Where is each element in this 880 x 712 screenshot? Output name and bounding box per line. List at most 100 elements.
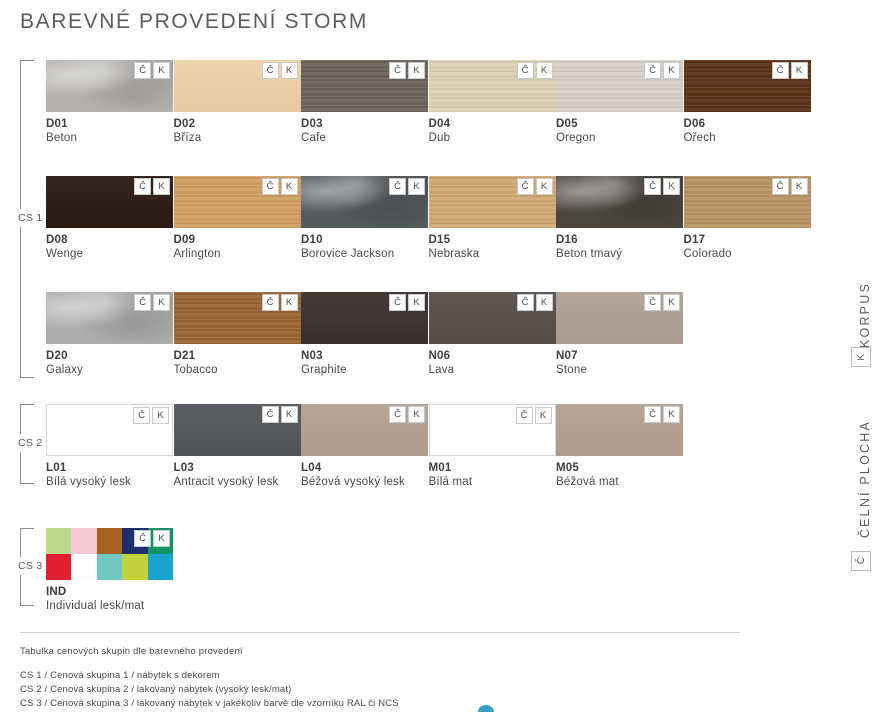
swatch-cell-l01[interactable]: Č K L01 Bílá vysoký lesk bbox=[46, 404, 173, 488]
swatch-cell-m01[interactable]: Č K M01 Bílá mat bbox=[428, 404, 556, 488]
swatch-cell-d20[interactable]: Č K D20 Galaxy bbox=[46, 292, 173, 376]
swatch-cell-d17[interactable]: Č K D17 Colorado bbox=[683, 176, 811, 260]
swatch-cell-l04[interactable]: Č K L04 Béžová vysoký lesk bbox=[301, 404, 428, 488]
badge-carcass-icon[interactable]: K bbox=[790, 62, 808, 79]
swatch-cell-d09[interactable]: Č K D09 Arlington bbox=[173, 176, 301, 260]
badge-carcass-icon[interactable]: K bbox=[535, 294, 553, 311]
badge-front-icon[interactable]: Č bbox=[771, 62, 789, 79]
swatch-cell-m05[interactable]: Č K M05 Béžová mat bbox=[556, 404, 683, 488]
badge-carcass-icon[interactable]: K bbox=[534, 407, 552, 424]
badge-front-icon[interactable]: Č bbox=[515, 407, 533, 424]
badge-carcass-icon[interactable]: K bbox=[153, 62, 170, 79]
badge-carcass-icon[interactable]: K bbox=[280, 62, 298, 79]
badge-front-icon[interactable]: Č bbox=[133, 407, 150, 424]
swatch-cell-d03[interactable]: Č K D03 Cafe bbox=[301, 60, 428, 144]
badge-front-icon[interactable]: Č bbox=[644, 62, 661, 79]
badge-front-icon[interactable]: Č bbox=[644, 178, 661, 195]
swatch-cell-n03[interactable]: Č K N03 Graphite bbox=[301, 292, 428, 376]
badge-front-icon[interactable]: Č bbox=[134, 530, 151, 547]
badge-front-icon[interactable]: Č bbox=[516, 62, 534, 79]
badge-carcass-icon[interactable]: K bbox=[408, 62, 425, 79]
swatch-cell-n06[interactable]: Č K N06 Lava bbox=[428, 292, 556, 376]
badge-front-icon[interactable]: Č bbox=[261, 406, 279, 423]
badge-front-icon[interactable]: Č bbox=[644, 406, 661, 423]
swatch-cell-l03[interactable]: Č K L03 Antracit vysoký lesk bbox=[173, 404, 301, 488]
badge-carcass-icon[interactable]: K bbox=[280, 406, 298, 423]
badge-carcass-icon[interactable]: K bbox=[790, 178, 808, 195]
swatch-cell-d21[interactable]: Č K D21 Tobacco bbox=[173, 292, 301, 376]
badge-carcass-icon[interactable]: K bbox=[535, 62, 553, 79]
badge-front-icon[interactable]: Č bbox=[389, 294, 406, 311]
swatch-cell-d15[interactable]: Č K D15 Nebraska bbox=[428, 176, 556, 260]
ind-color-tile bbox=[96, 528, 123, 554]
page-title: BAREVNÉ PROVEDENÍ STORM bbox=[20, 10, 368, 33]
swatch-cell-d06[interactable]: Č K D06 Ořech bbox=[683, 60, 811, 144]
badge-carcass-icon[interactable]: K bbox=[408, 178, 425, 195]
swatch-cell-n07[interactable]: Č K N07 Stone bbox=[556, 292, 683, 376]
swatch-cell-d01[interactable]: Č K D01 Beton bbox=[46, 60, 173, 144]
badge-carcass-icon[interactable]: K bbox=[663, 294, 680, 311]
badge-carcass-icon[interactable]: K bbox=[153, 294, 170, 311]
badge-carcass-icon[interactable]: K bbox=[153, 530, 170, 547]
swatch-cell-d04[interactable]: Č K D04 Dub bbox=[428, 60, 556, 144]
swatch-cell-d05[interactable]: Č K D05 Oregon bbox=[556, 60, 683, 144]
swatch-cell-ind[interactable]: Č K IND Individual lesk/mat bbox=[46, 528, 173, 612]
badge-carcass-icon[interactable]: K bbox=[535, 178, 553, 195]
swatch-code: L01 bbox=[46, 462, 67, 474]
badge-front-icon[interactable]: Č bbox=[261, 62, 279, 79]
badge-front-icon[interactable]: Č bbox=[389, 178, 406, 195]
swatch-cell-d08[interactable]: Č K D08 Wenge bbox=[46, 176, 173, 260]
badge-carcass-icon[interactable]: K bbox=[152, 407, 169, 424]
swatch-code: D09 bbox=[173, 234, 196, 246]
badge-front-icon[interactable]: Č bbox=[261, 294, 279, 311]
badge-carcass-icon[interactable]: K bbox=[280, 178, 298, 195]
badge-carcass-icon[interactable]: K bbox=[663, 62, 680, 79]
sidebar-korpus-label: KORPUS bbox=[858, 282, 872, 348]
badge-carcass-icon[interactable]: K bbox=[663, 406, 680, 423]
badge-carcass-icon[interactable]: K bbox=[153, 178, 170, 195]
swatch-cell-d16[interactable]: Č K D16 Beton tmavý bbox=[556, 176, 683, 260]
badge-carcass-icon[interactable]: K bbox=[280, 294, 298, 311]
badge-front-icon[interactable]: Č bbox=[771, 178, 789, 195]
badge-front-icon[interactable]: Č bbox=[516, 178, 534, 195]
swatch-cell-d02[interactable]: Č K D02 Bříza bbox=[173, 60, 301, 144]
badge-front-icon[interactable]: Č bbox=[134, 294, 151, 311]
badge-front-icon[interactable]: Č bbox=[389, 406, 406, 423]
sidebar-front-label: ČELNÍ PLOCHA bbox=[858, 420, 872, 539]
badge-front-icon[interactable]: Č bbox=[134, 62, 151, 79]
badge-front-icon[interactable]: Č bbox=[134, 178, 151, 195]
badge-front-icon[interactable]: Č bbox=[261, 178, 279, 195]
badge-front-icon[interactable]: Č bbox=[644, 294, 661, 311]
badge-carcass-icon[interactable]: K bbox=[408, 406, 425, 423]
badge-carcass-icon[interactable]: K bbox=[408, 294, 425, 311]
bottom-page-marker bbox=[478, 705, 494, 712]
badge-front-icon[interactable]: Č bbox=[516, 294, 534, 311]
badge-carcass-icon[interactable]: K bbox=[663, 178, 680, 195]
badge-front-icon[interactable]: Č bbox=[389, 62, 406, 79]
swatch-cell-d10[interactable]: Č K D10 Borovice Jackson bbox=[301, 176, 428, 260]
